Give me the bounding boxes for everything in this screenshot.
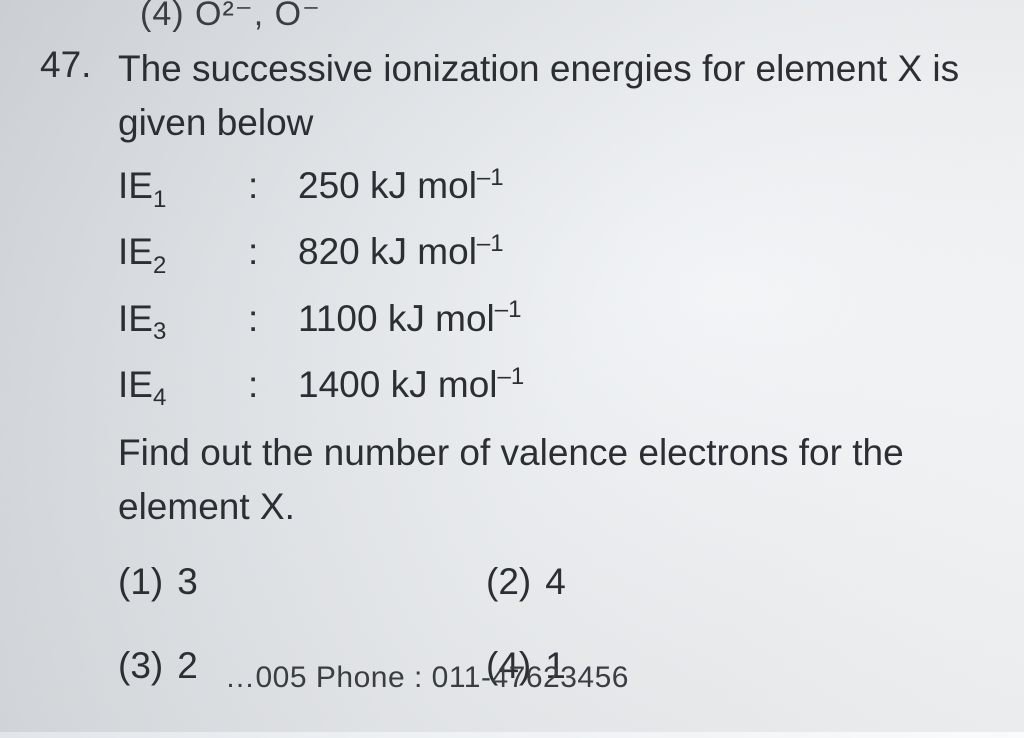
question-text: The successive ionization energies for e… <box>118 42 984 149</box>
option-num: (1) <box>118 555 163 609</box>
option-num: (2) <box>486 555 531 609</box>
ie-row: IE3 : 1100 kJ mol–1 <box>118 292 984 350</box>
question-row: 47. The successive ionization energies f… <box>40 42 984 693</box>
ie-row: IE4 : 1400 kJ mol–1 <box>118 358 984 416</box>
colon: : <box>248 358 298 412</box>
ie-unit: kJ mol <box>370 231 477 272</box>
question-number: 47. <box>40 42 118 86</box>
ie-label: IE1 <box>118 159 248 217</box>
ie-sub: 1 <box>153 186 166 213</box>
ie-num: 1400 <box>298 364 380 405</box>
prompt-line1: Find out the number of valence electrons… <box>118 432 904 473</box>
ie-label: IE2 <box>118 225 248 283</box>
option-val: 4 <box>545 555 566 609</box>
footer-prefix: …005 <box>225 661 307 694</box>
colon: : <box>248 292 298 346</box>
ie-label: IE3 <box>118 292 248 350</box>
question-text-line1: The successive ionization energies for e… <box>118 48 959 89</box>
ie-sub: 3 <box>153 318 166 345</box>
ie-value: 1100 kJ mol–1 <box>298 292 521 346</box>
option-2[interactable]: (2) 4 <box>486 555 824 609</box>
ie-label: IE4 <box>118 358 248 416</box>
previous-option-fragment: (4) O²⁻, O⁻ <box>140 0 984 34</box>
footer-fragment: …005 Phone : 011-47623456 <box>225 661 629 695</box>
ie-sub: 2 <box>153 252 166 279</box>
prompt-line2: element X. <box>118 486 295 527</box>
option-val: 3 <box>177 555 198 609</box>
question-text-line2: given below <box>118 102 313 143</box>
ionization-energy-table: IE1 : 250 kJ mol–1 IE2 : 820 kJ mol– <box>118 159 984 416</box>
ie-row: IE1 : 250 kJ mol–1 <box>118 159 984 217</box>
option-num: (3) <box>118 639 163 693</box>
ie-unit: kJ mol <box>370 165 477 206</box>
ie-unit-sup: –1 <box>495 296 522 323</box>
colon: : <box>248 159 298 213</box>
colon: : <box>248 225 298 279</box>
option-val: 2 <box>177 639 198 693</box>
ie-base: IE <box>118 364 153 405</box>
question-prompt: Find out the number of valence electrons… <box>118 426 984 533</box>
question-body: The successive ionization energies for e… <box>118 42 984 693</box>
ie-value: 820 kJ mol–1 <box>298 225 504 279</box>
ie-num: 1100 <box>298 298 378 339</box>
option-1[interactable]: (1) 3 <box>118 555 456 609</box>
ie-unit: kJ mol <box>388 298 495 339</box>
ie-num: 250 <box>298 165 360 206</box>
ie-sub: 4 <box>153 384 166 411</box>
page: (4) O²⁻, O⁻ 47. The successive ionizatio… <box>0 0 1024 693</box>
ie-unit: kJ mol <box>391 364 498 405</box>
ie-base: IE <box>118 165 153 206</box>
footer-text: Phone : 011-47623456 <box>316 661 629 694</box>
ie-base: IE <box>118 231 153 272</box>
ie-num: 820 <box>298 231 360 272</box>
ie-value: 250 kJ mol–1 <box>298 159 504 213</box>
ie-unit-sup: –1 <box>477 164 504 191</box>
ie-unit-sup: –1 <box>477 230 504 257</box>
ie-base: IE <box>118 298 153 339</box>
ie-value: 1400 kJ mol–1 <box>298 358 524 412</box>
ie-row: IE2 : 820 kJ mol–1 <box>118 225 984 283</box>
ie-unit-sup: –1 <box>498 363 525 390</box>
